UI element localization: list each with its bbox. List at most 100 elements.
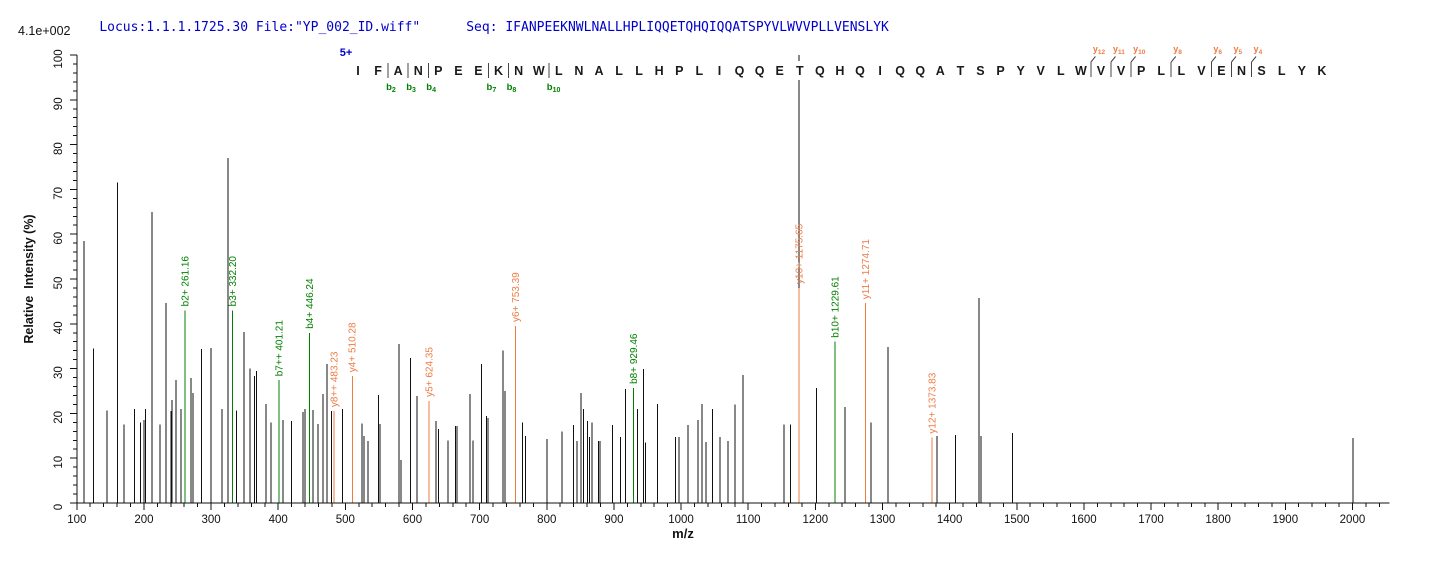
sequence-residue: L	[1278, 64, 1286, 78]
b-ion-annotation-label: b7++ 401.21	[275, 320, 286, 377]
sequence-residue: Y	[1298, 64, 1307, 78]
y-tick-label: 50	[53, 277, 65, 290]
sequence-residue: E	[474, 64, 482, 78]
x-tick-label: 1200	[803, 514, 829, 526]
x-tick-label: 2000	[1340, 514, 1366, 526]
y-ion-marker-label: y8	[1173, 44, 1182, 56]
b-ion-marker-label: b10	[547, 82, 561, 94]
x-tick-label: 700	[470, 514, 489, 526]
sequence-residue: L	[555, 64, 563, 78]
x-tick-label: 1500	[1004, 514, 1030, 526]
sequence-residue: A	[394, 64, 403, 78]
sequence-residue: L	[696, 64, 704, 78]
b-ion-annotation-label: b3+ 332.20	[228, 256, 239, 307]
y-tick-label: 80	[53, 142, 65, 155]
sequence-residue: P	[996, 64, 1004, 78]
y-tick-label: 0	[53, 504, 65, 510]
x-tick-label: 1800	[1205, 514, 1231, 526]
y-ion-annotation-label: y11+ 1274.71	[861, 239, 872, 300]
y-ion-annotation-label: y5+ 624.35	[424, 347, 435, 397]
header-bar: Locus:1.1.1.1725.30 File:"YP_002_ID.wiff…	[68, 5, 889, 50]
locus-file-label: Locus:1.1.1.1725.30 File:"YP_002_ID.wiff…	[99, 20, 421, 35]
b-ion-marker-label: b3	[406, 82, 416, 94]
y-tick-label: 10	[53, 456, 65, 469]
x-tick-label: 1300	[870, 514, 896, 526]
y-ion-annotation-label: y12+ 1373.83	[928, 372, 939, 433]
y-ion-divider-tick	[1211, 56, 1217, 63]
sequence-residue: T	[796, 64, 804, 78]
b-ion-marker-label: b8	[507, 82, 517, 94]
sequence-residue: I	[878, 64, 881, 78]
y-tick-label: 100	[53, 49, 65, 68]
y-ion-divider-tick	[1110, 56, 1116, 63]
sequence-residue: V	[1037, 64, 1046, 78]
sequence-residue: I	[718, 64, 721, 78]
x-axis-title: m/z	[672, 526, 694, 541]
y-tick-label: 70	[53, 187, 65, 200]
sequence-residue: Y	[1016, 64, 1025, 78]
sequence-residue: A	[594, 64, 603, 78]
sequence-residue: L	[615, 64, 623, 78]
x-tick-label: 500	[336, 514, 355, 526]
x-tick-label: 100	[67, 514, 86, 526]
y-tick-label: 60	[53, 232, 65, 245]
x-tick-label: 400	[269, 514, 288, 526]
sequence-residue: N	[574, 64, 583, 78]
sequence-residue: L	[635, 64, 643, 78]
x-tick-label: 1400	[937, 514, 963, 526]
sequence-residue: L	[1157, 64, 1165, 78]
intensity-scale-label: 4.1e+002	[18, 24, 71, 38]
y-ion-divider-tick	[1251, 56, 1257, 63]
y-ion-divider-tick	[1090, 56, 1096, 63]
y-tick-label: 40	[53, 321, 65, 334]
sequence-residue: N	[414, 64, 423, 78]
y-tick-label: 90	[53, 97, 65, 110]
sequence-residue: E	[454, 64, 462, 78]
sequence-residue: Q	[915, 64, 925, 78]
y-ion-marker-label: y4	[1254, 44, 1263, 56]
sequence-residue: S	[1257, 64, 1265, 78]
b-ion-annotation-label: b2+ 261.16	[181, 256, 192, 307]
sequence-residue: E	[1217, 64, 1225, 78]
x-tick-label: 1600	[1071, 514, 1097, 526]
b-ion-marker-label: b4	[426, 82, 436, 94]
sequence-residue: T	[957, 64, 965, 78]
b-ion-annotation-label: b8+ 929.46	[629, 333, 640, 384]
sequence-residue: H	[835, 64, 844, 78]
x-tick-label: 1700	[1138, 514, 1164, 526]
sequence-band-mask	[80, 61, 1412, 80]
sequence-residue: L	[1057, 64, 1065, 78]
y-ion-marker-label: y12	[1093, 44, 1106, 56]
sequence-residue: V	[1197, 64, 1206, 78]
y-ion-divider-tick	[1231, 56, 1237, 63]
y-ion-marker-label: y10	[1133, 44, 1146, 56]
sequence-residue: P	[675, 64, 683, 78]
y-ion-annotation-label: y4+ 510.28	[348, 322, 359, 372]
x-tick-label: 1900	[1273, 514, 1299, 526]
sequence-residue: S	[976, 64, 984, 78]
sequence-residue: Q	[755, 64, 765, 78]
sequence-residue: F	[374, 64, 382, 78]
sequence-residue: V	[1097, 64, 1106, 78]
sequence-residue: L	[1177, 64, 1185, 78]
sequence-residue: Q	[735, 64, 745, 78]
y-ion-marker-label: y11	[1113, 44, 1125, 56]
sequence-residue: K	[494, 64, 503, 78]
sequence-residue: N	[514, 64, 523, 78]
seq-label: Seq:	[466, 20, 498, 35]
b-ion-annotation-label: b10+ 1229.61	[831, 276, 842, 338]
y-ion-marker-label: y6	[1213, 44, 1222, 56]
x-tick-label: 1100	[736, 514, 761, 526]
y-ion-marker-label: y5	[1233, 44, 1242, 56]
sequence-residue: V	[1117, 64, 1126, 78]
b-ion-marker-label: b7	[487, 82, 497, 94]
precursor-charge-label: 5+	[340, 47, 353, 59]
sequence-residue: K	[1317, 64, 1326, 78]
y-axis-title: Relative Intensity (%)	[22, 214, 36, 344]
y-ion-divider-tick	[1170, 56, 1177, 63]
x-tick-label: 300	[201, 514, 220, 526]
x-tick-label: 900	[604, 514, 623, 526]
x-tick-label: 1000	[668, 514, 694, 526]
